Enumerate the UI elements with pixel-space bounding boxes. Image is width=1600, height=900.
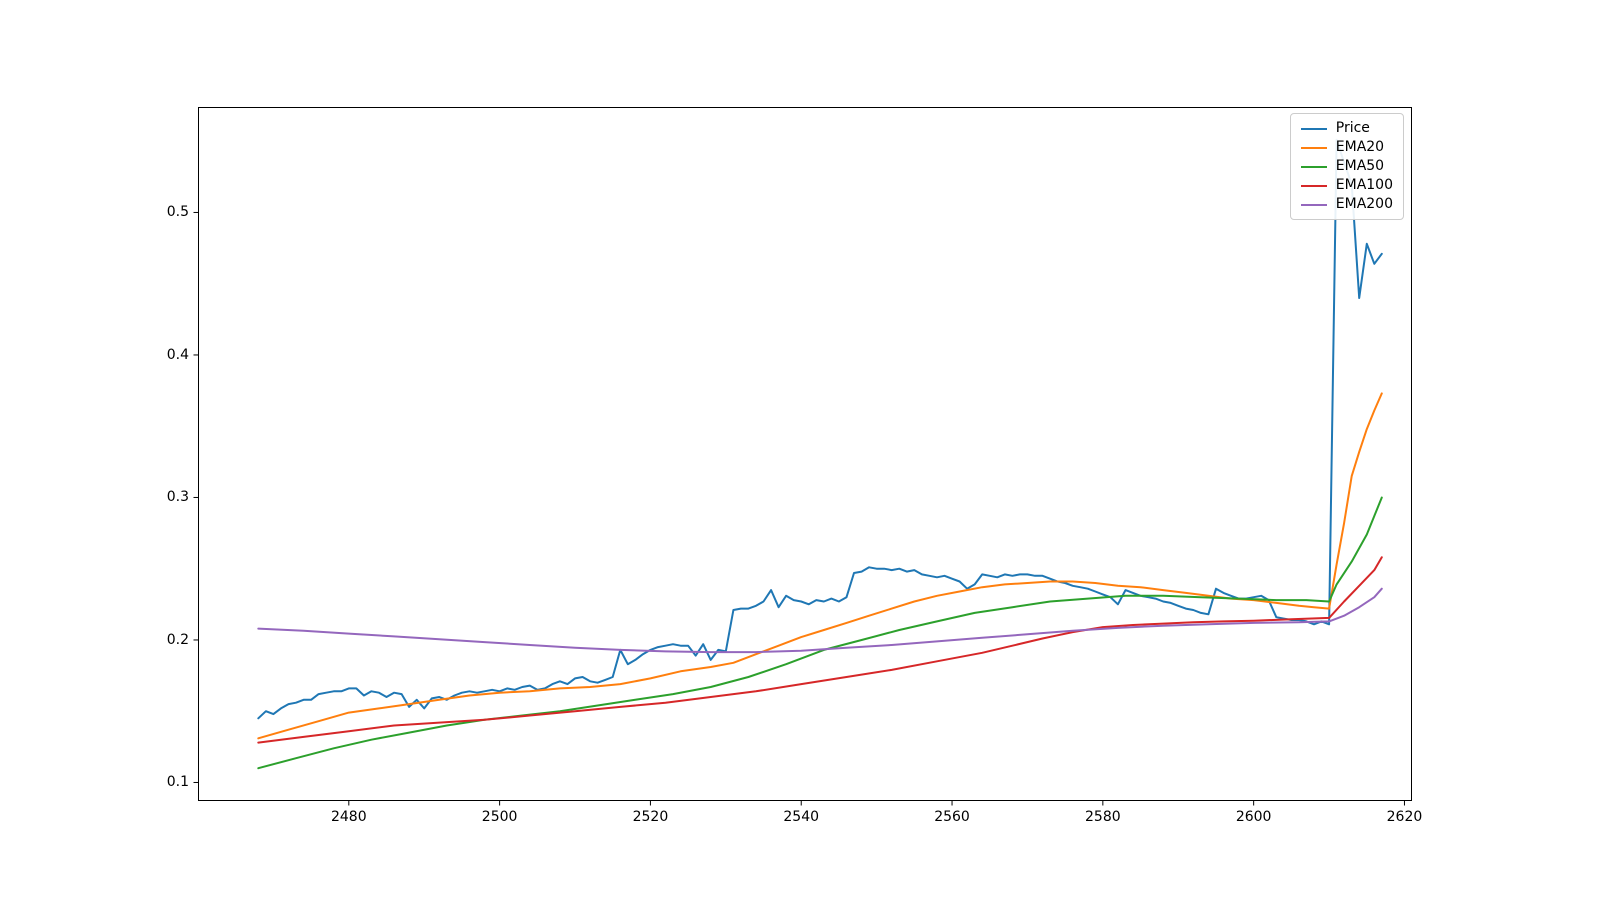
plot-area: Price EMA20 EMA50 EMA100 EMA200 2480 2500 2520… (167, 107, 1422, 825)
legend: Price EMA20 EMA50 EMA100 EMA200 (1289, 113, 1404, 220)
ema50-line (257, 496, 1383, 770)
chart-canvas (193, 107, 1412, 806)
legend-entry-ema200: EMA200 (1300, 195, 1393, 214)
x-tick-label: 2580 (1085, 809, 1121, 825)
legend-entry-price: Price (1300, 119, 1393, 138)
x-tick-label: 2500 (481, 809, 518, 825)
legend-label: EMA50 (1335, 158, 1385, 174)
legend-line-swatch-icon (1300, 127, 1327, 130)
legend-entry-ema20: EMA20 (1300, 138, 1393, 157)
legend-line-swatch-icon (1300, 165, 1327, 168)
legend-line-swatch-icon (1300, 146, 1327, 149)
legend-label: EMA100 (1335, 177, 1393, 193)
y-tick-label: 0.1 (166, 774, 189, 791)
legend-label: EMA20 (1335, 139, 1385, 155)
legend-entry-ema50: EMA50 (1300, 157, 1393, 176)
ema200-line (257, 587, 1383, 654)
legend-line-swatch-icon (1300, 203, 1327, 206)
x-tick-label: 2620 (1386, 809, 1423, 825)
y-tick-label: 0.4 (166, 346, 189, 363)
y-tick-label: 0.3 (166, 489, 189, 506)
legend-label: Price (1335, 120, 1370, 136)
legend-label: EMA200 (1335, 196, 1393, 212)
ema20-line (257, 392, 1383, 740)
x-tick-label: 2600 (1235, 809, 1272, 825)
y-tick-label: 0.5 (166, 204, 189, 221)
x-tick-label: 2480 (330, 809, 367, 825)
ema100-line (257, 556, 1383, 744)
legend-entry-ema100: EMA100 (1300, 176, 1393, 195)
axes-frame (198, 107, 1412, 801)
legend-line-swatch-icon (1300, 184, 1327, 187)
x-tick-label: 2540 (783, 809, 820, 825)
x-tick-label: 2520 (632, 809, 669, 825)
y-tick-label: 0.2 (166, 631, 189, 648)
x-tick-label: 2560 (934, 809, 970, 825)
